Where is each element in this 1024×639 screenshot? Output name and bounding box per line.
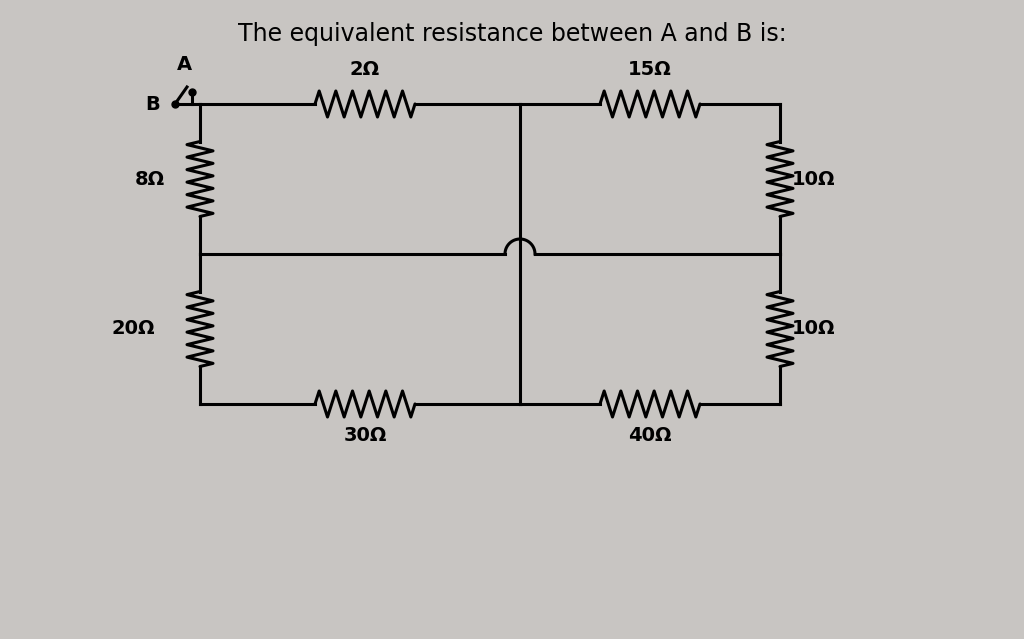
- Text: 8Ω: 8Ω: [135, 169, 165, 189]
- Text: The equivalent resistance between A and B is:: The equivalent resistance between A and …: [238, 22, 786, 46]
- Text: 30Ω: 30Ω: [343, 426, 387, 445]
- Text: A: A: [176, 55, 191, 74]
- Text: 10Ω: 10Ω: [792, 320, 836, 339]
- Text: 40Ω: 40Ω: [629, 426, 672, 445]
- Text: 10Ω: 10Ω: [792, 169, 836, 189]
- Text: B: B: [145, 95, 161, 114]
- Text: 20Ω: 20Ω: [112, 320, 155, 339]
- Text: 2Ω: 2Ω: [350, 60, 380, 79]
- Text: 15Ω: 15Ω: [628, 60, 672, 79]
